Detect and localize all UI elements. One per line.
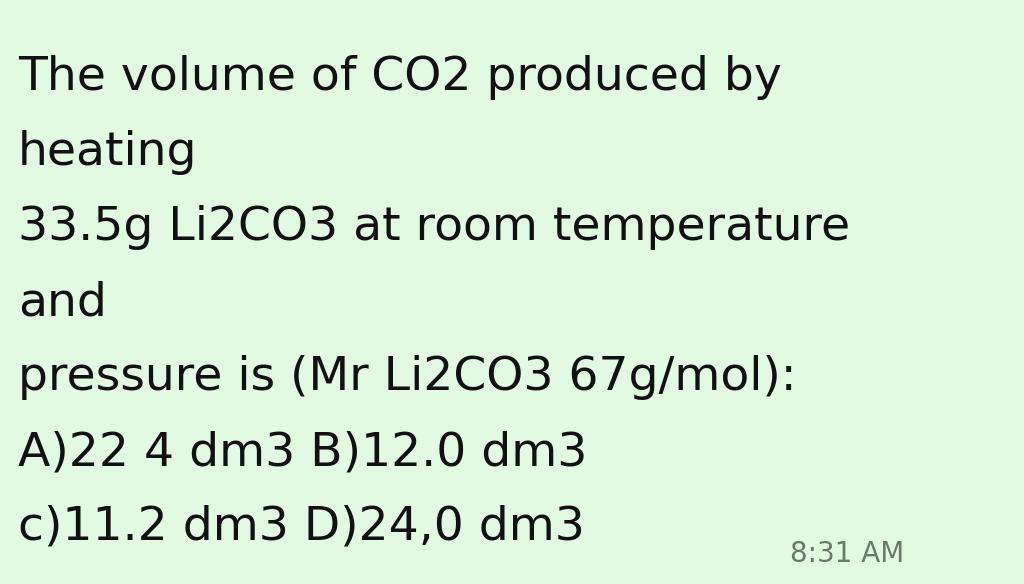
Text: The volume of CO2 produced by: The volume of CO2 produced by	[18, 55, 782, 100]
Text: pressure is (Mr Li2CO3 67g/mol):: pressure is (Mr Li2CO3 67g/mol):	[18, 355, 797, 400]
Text: heating: heating	[18, 130, 198, 175]
Text: c)11.2 dm3 D)24,0 dm3: c)11.2 dm3 D)24,0 dm3	[18, 505, 585, 550]
Text: 8:31 AM: 8:31 AM	[790, 540, 904, 568]
Text: and: and	[18, 280, 106, 325]
Text: A)22 4 dm3 B)12.0 dm3: A)22 4 dm3 B)12.0 dm3	[18, 430, 588, 475]
Text: 33.5g Li2CO3 at room temperature: 33.5g Li2CO3 at room temperature	[18, 205, 850, 250]
